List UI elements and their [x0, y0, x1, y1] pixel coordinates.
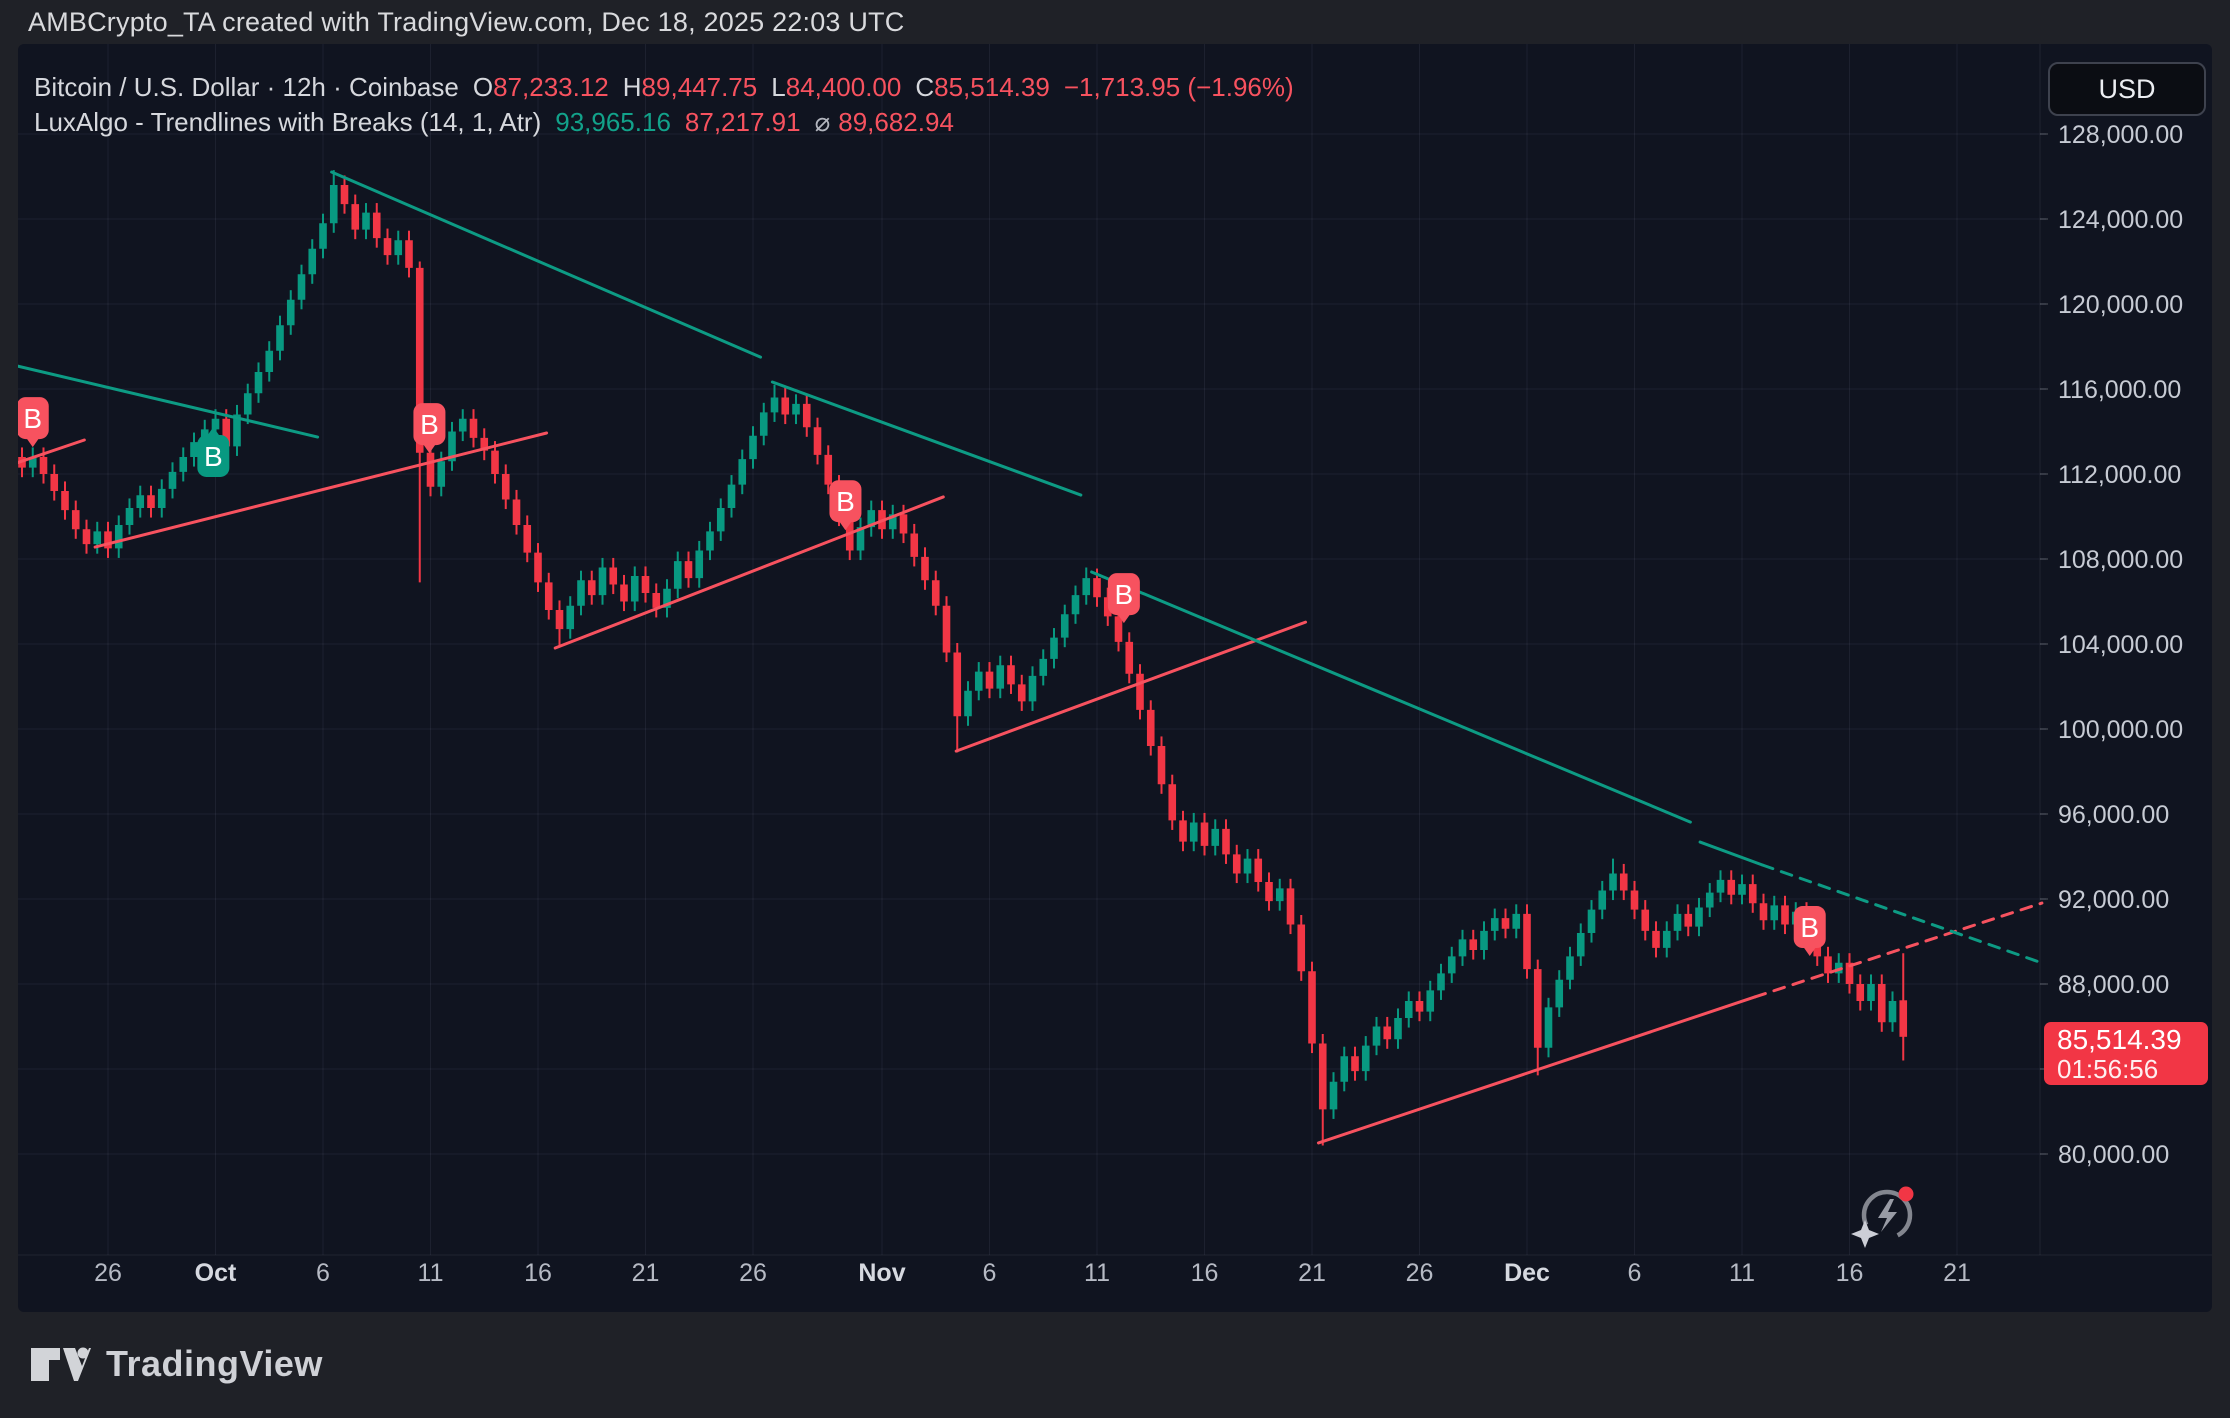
- indicator-lower-value: 87,217.91: [684, 107, 801, 137]
- break-badge: B: [413, 403, 446, 454]
- break-badge: B: [18, 397, 49, 448]
- time-tick-label: 11: [1084, 1259, 1110, 1287]
- last-price-badge[interactable]: 85,514.39 01:56:56: [2044, 1022, 2208, 1085]
- open-label: O: [472, 72, 494, 102]
- trendline-red: [18, 438, 86, 465]
- chart-panel: [18, 44, 2212, 1312]
- currency-toggle-button[interactable]: USD: [2048, 62, 2206, 116]
- attribution-bar: AMBCrypto_TA created with TradingView.co…: [0, 0, 2230, 44]
- trendline-red: [553, 495, 945, 650]
- attribution-text: AMBCrypto_TA created with TradingView.co…: [28, 6, 905, 37]
- trendline-teal: [18, 364, 320, 439]
- indicator-legend-row[interactable]: LuxAlgo - Trendlines with Breaks (14, 1,…: [34, 107, 954, 138]
- currency-label: USD: [2098, 73, 2156, 104]
- footer-branding[interactable]: TradingView: [30, 1334, 323, 1394]
- high-label: H: [622, 72, 642, 102]
- time-tick-label: Oct: [195, 1259, 237, 1287]
- close-label: C: [915, 72, 935, 102]
- sparkle-star-icon: [1851, 1220, 1879, 1248]
- indicator-upper-value: 93,965.16: [555, 107, 671, 137]
- price-tick-label: 112,000.00: [2058, 461, 2181, 489]
- last-price-value: 85,514.39: [2057, 1023, 2182, 1055]
- price-tick-label: 108,000.00: [2058, 546, 2183, 574]
- time-tick-label: 21: [632, 1259, 660, 1287]
- time-axis[interactable]: 26 Oct 6 11 16 21 26 Nov 6 11 16 21 26 Dec 6 11 16 21: [94, 1259, 1971, 1287]
- trendline-red: [1316, 901, 2044, 1145]
- time-tick-label: Nov: [858, 1259, 905, 1287]
- time-tick-label: 21: [1943, 1259, 1971, 1287]
- time-tick-label: 16: [1836, 1259, 1864, 1287]
- symbol-legend-row[interactable]: Bitcoin / U.S. Dollar · 12h · Coinbase O…: [34, 72, 1294, 103]
- lightning-bolt-icon: [1878, 1199, 1897, 1232]
- open-value: 87,233.12: [493, 72, 609, 102]
- price-tick-label: 96,000.00: [2058, 801, 2169, 829]
- time-tick-label: 16: [524, 1259, 552, 1287]
- price-tick-label: 80,000.00: [2058, 1141, 2169, 1169]
- symbol-title[interactable]: Bitcoin / U.S. Dollar · 12h · Coinbase: [34, 72, 459, 102]
- close-value: 85,514.39: [934, 72, 1050, 102]
- tradingview-logo-icon: [31, 1347, 91, 1381]
- candlesticks: [18, 170, 1908, 1146]
- time-tick-label: 21: [1298, 1259, 1326, 1287]
- trendline-red: [93, 431, 549, 549]
- break-badge: B: [1793, 906, 1826, 957]
- low-value: 84,400.00: [785, 72, 902, 102]
- price-tick-label: 92,000.00: [2058, 886, 2169, 914]
- price-tick-label: 116,000.00: [2058, 376, 2181, 404]
- trendline-red: [954, 620, 1308, 753]
- break-badge-letter: B: [836, 486, 855, 517]
- candle-countdown: 01:56:56: [2057, 1053, 2159, 1084]
- time-tick-label: Dec: [1504, 1259, 1550, 1287]
- gridlines: [18, 44, 2046, 1255]
- break-badge: B: [1107, 573, 1140, 624]
- trendline-teal: [330, 170, 763, 359]
- trendline-teal: [1090, 570, 1692, 824]
- time-tick-label: 26: [739, 1259, 767, 1287]
- time-tick-label: 11: [1729, 1259, 1755, 1287]
- time-tick-label: 16: [1191, 1259, 1219, 1287]
- trendline-teal: [770, 380, 1083, 497]
- brand-wordmark: TradingView: [106, 1343, 323, 1384]
- break-badge-letter: B: [1800, 912, 1819, 943]
- time-tick-label: 6: [1628, 1259, 1642, 1287]
- time-tick-label: 11: [418, 1259, 444, 1287]
- high-value: 89,447.75: [641, 72, 758, 102]
- break-badge-letter: B: [420, 409, 439, 440]
- price-tick-label: 124,000.00: [2058, 206, 2183, 234]
- price-axis[interactable]: 128,000.00 124,000.00 120,000.00 116,000.00…: [2040, 121, 2183, 1169]
- break-badge-letter: B: [23, 403, 42, 434]
- break-badge-letter: B: [1115, 579, 1134, 610]
- break-badge: B: [197, 426, 230, 477]
- price-tick-label: 128,000.00: [2058, 121, 2183, 149]
- change-value: −1,713.95 (−1.96%): [1063, 72, 1294, 102]
- price-tick-label: 100,000.00: [2058, 716, 2183, 744]
- trendline-teal: [1698, 840, 2044, 965]
- low-label: L: [771, 72, 786, 102]
- indicator-average-value: 89,682.94: [838, 107, 954, 137]
- price-tick-label: 104,000.00: [2058, 631, 2183, 659]
- break-badge: B: [829, 480, 862, 531]
- notification-dot: [1898, 1186, 1914, 1202]
- price-tick-label: 88,000.00: [2058, 971, 2169, 999]
- spark-lightning-icon[interactable]: [1850, 1180, 1922, 1252]
- time-tick-label: 26: [1406, 1259, 1434, 1287]
- plot-area[interactable]: B B B B B B: [1, 44, 2047, 1255]
- indicator-average-symbol: ⌀: [814, 107, 831, 137]
- price-tick-label: 120,000.00: [2058, 291, 2183, 319]
- indicator-title[interactable]: LuxAlgo - Trendlines with Breaks (14, 1,…: [34, 107, 542, 137]
- time-tick-label: 26: [94, 1259, 122, 1287]
- axis-borders: [18, 44, 2212, 1256]
- time-tick-label: 6: [983, 1259, 997, 1287]
- break-badge-letter: B: [204, 441, 223, 472]
- time-tick-label: 6: [316, 1259, 330, 1287]
